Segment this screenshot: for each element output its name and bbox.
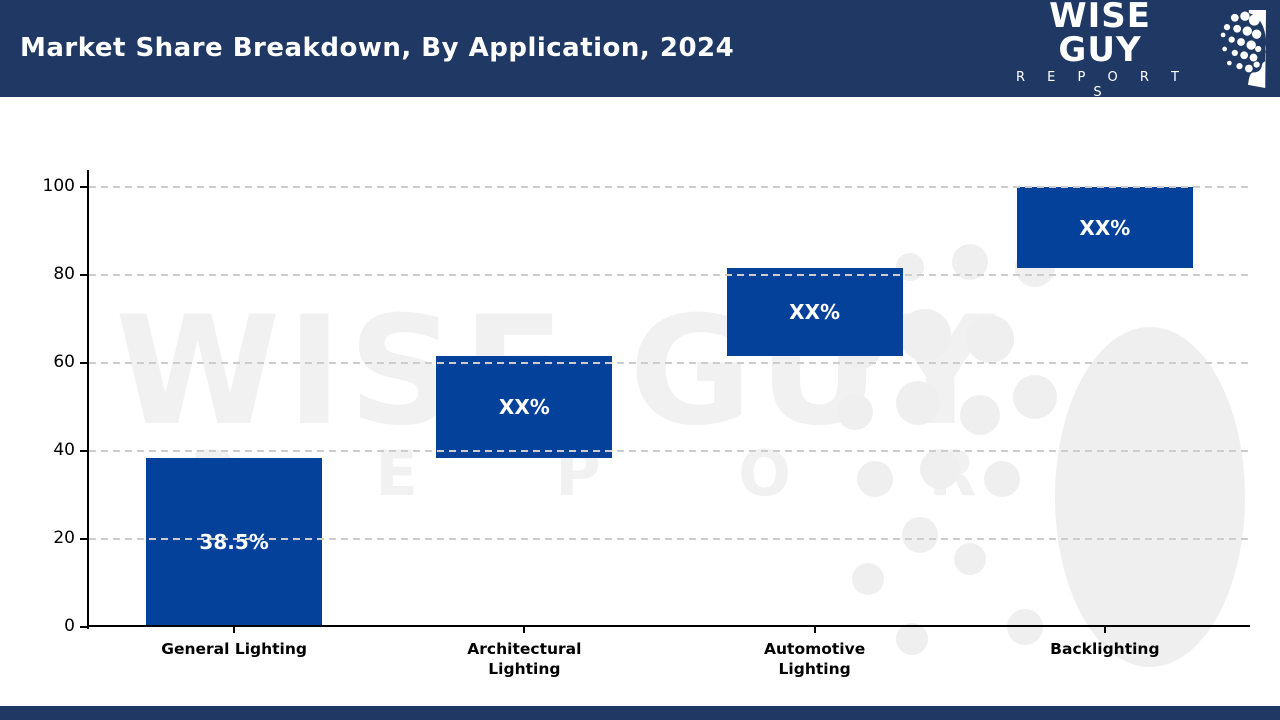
y-tick-label: 0 [64, 616, 75, 636]
y-tick [80, 450, 87, 452]
gridline [89, 362, 1250, 364]
x-tick [813, 627, 816, 633]
bar-segment: 38.5% [146, 457, 323, 627]
logo-wordmark: WISE GUY [1049, 0, 1151, 70]
bar-value-label: XX% [1079, 215, 1131, 240]
bar-value-label: XX% [498, 394, 550, 419]
bar-segment: XX% [726, 268, 903, 357]
y-tick-label: 100 [42, 176, 75, 196]
x-tick [233, 627, 236, 633]
x-axis-label: Architectural Lighting [467, 640, 582, 678]
wise-guy-face-icon [1220, 10, 1266, 88]
x-tick [523, 627, 526, 633]
watermark-dots [837, 244, 1245, 667]
y-tick [80, 626, 87, 628]
logo-text: WISE GUY R E P O R T S [1006, 0, 1194, 100]
plot-area: 0 20 40 60 80 100 38.5% General Lighting XX% Arch… [43, 170, 1250, 678]
header: Market Share Breakdown, By Application, … [0, 0, 1280, 100]
gridline [89, 186, 1250, 188]
x-axis-spine [87, 625, 1250, 627]
y-tick-label: 80 [53, 264, 75, 284]
x-axis-label: General Lighting [161, 640, 308, 658]
x-tick [1103, 627, 1106, 633]
gridline [89, 274, 1250, 276]
y-axis-spine [87, 170, 89, 629]
wise-guy-logo: WISE GUY R E P O R T S [1006, 0, 1266, 100]
x-axis-label: Automotive Lighting [764, 640, 866, 678]
y-tick-label: 40 [53, 440, 75, 460]
bar-value-label: XX% [789, 300, 841, 325]
y-tick [80, 274, 87, 276]
footer [0, 706, 1280, 720]
x-axis-label: Backlighting [1050, 640, 1160, 658]
bar-segment: XX% [436, 356, 613, 458]
y-tick-label: 60 [53, 352, 75, 372]
logo-reports: R E P O R T S [1016, 69, 1188, 100]
y-tick-label: 20 [53, 528, 75, 548]
chart-region: WISE GUY R E P O R T S 0 20 40 60 80 100 38.5%… [0, 97, 1280, 706]
bar-segment: XX% [1016, 187, 1193, 269]
y-tick [80, 538, 87, 540]
y-tick [80, 186, 87, 188]
page-title: Market Share Breakdown, By Application, … [20, 33, 735, 63]
y-tick [80, 362, 87, 364]
gridline [89, 450, 1250, 452]
gridline [89, 538, 1250, 540]
bar-value-label: 38.5% [199, 530, 269, 555]
